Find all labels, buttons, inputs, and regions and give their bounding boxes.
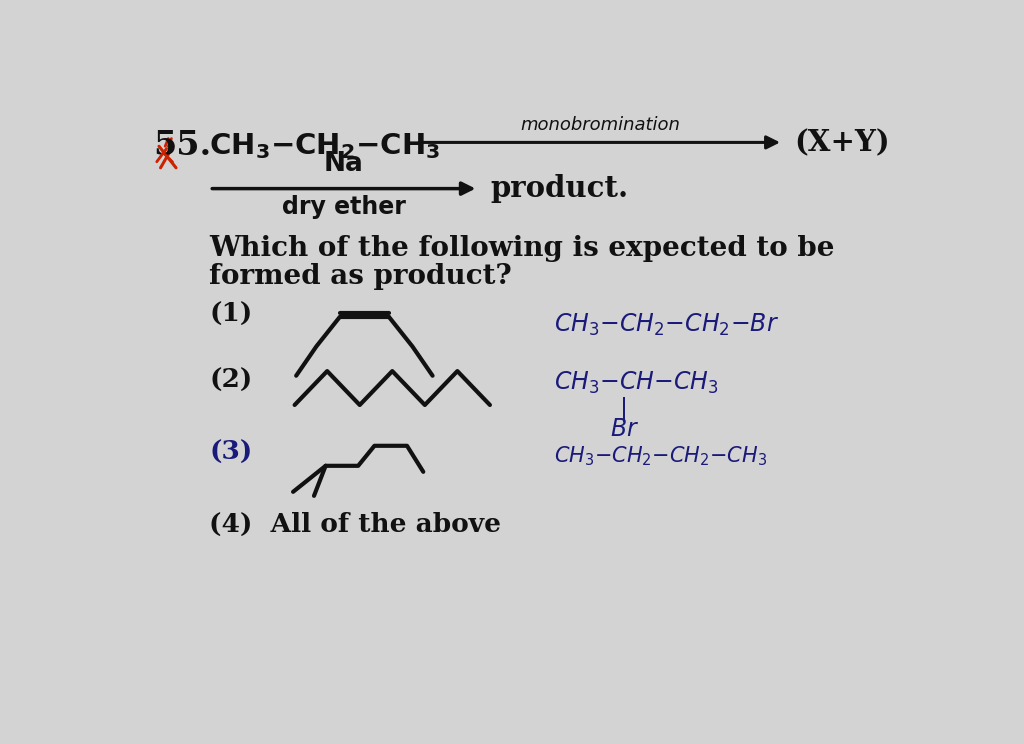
Text: $\mathit{CH_3{-}CH{-}CH_3}$: $\mathit{CH_3{-}CH{-}CH_3}$ bbox=[554, 370, 719, 396]
Text: monobromination: monobromination bbox=[520, 116, 680, 134]
Text: (4)  All of the above: (4) All of the above bbox=[209, 512, 502, 537]
Text: $\mathbf{CH_3{-}CH_2{-}CH_3}$: $\mathbf{CH_3{-}CH_2{-}CH_3}$ bbox=[209, 131, 441, 161]
Text: Na: Na bbox=[324, 151, 364, 177]
Text: formed as product?: formed as product? bbox=[209, 263, 512, 290]
Text: (1): (1) bbox=[209, 302, 253, 327]
Text: product.: product. bbox=[490, 174, 629, 203]
Text: (3): (3) bbox=[209, 440, 253, 466]
Text: (2): (2) bbox=[209, 368, 253, 393]
Text: 55.: 55. bbox=[153, 129, 211, 162]
Text: |: | bbox=[621, 397, 628, 423]
Text: (X+Y): (X+Y) bbox=[795, 128, 890, 157]
Text: $\mathit{Br}$: $\mathit{Br}$ bbox=[610, 417, 639, 441]
Text: Which of the following is expected to be: Which of the following is expected to be bbox=[209, 235, 835, 262]
Text: $\mathit{CH_3{-}CH_2{-}CH_2{-}Br}$: $\mathit{CH_3{-}CH_2{-}CH_2{-}Br}$ bbox=[554, 312, 779, 338]
Text: $\mathit{CH_3{-}CH_2{-}CH_2{-}CH_3}$: $\mathit{CH_3{-}CH_2{-}CH_2{-}CH_3}$ bbox=[554, 444, 768, 468]
Text: dry ether: dry ether bbox=[282, 195, 406, 219]
